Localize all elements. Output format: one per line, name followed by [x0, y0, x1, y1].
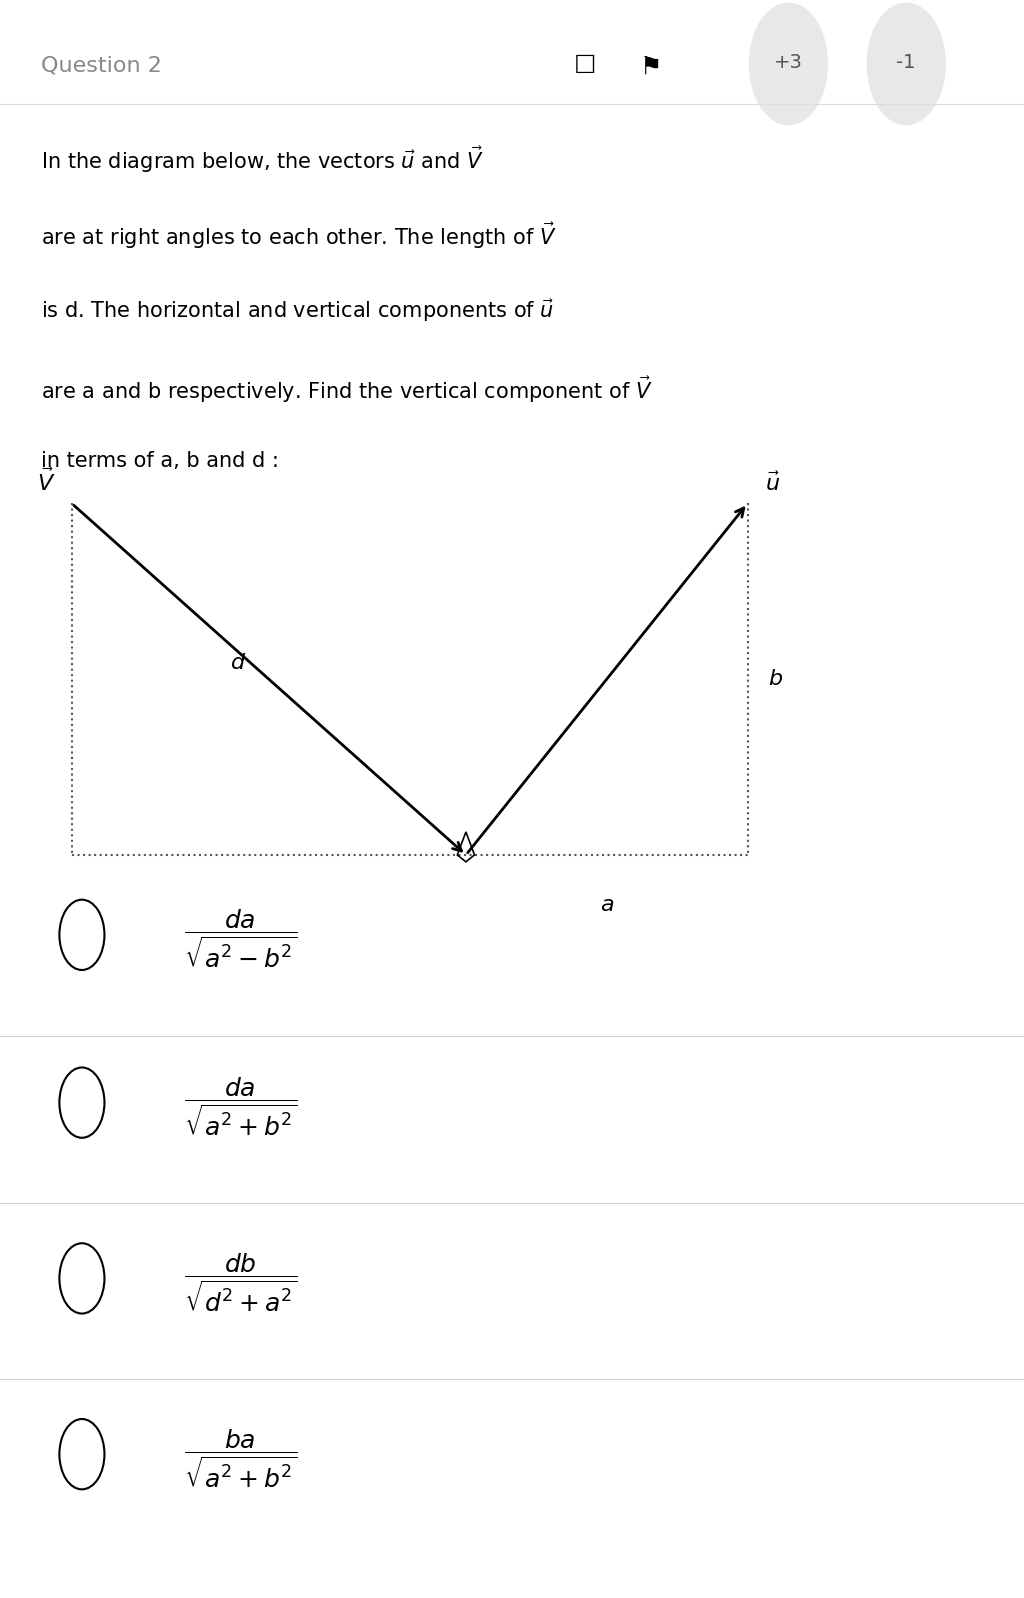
Text: $\vec{u}$: $\vec{u}$ [765, 471, 781, 495]
Text: In the diagram below, the vectors $\vec{u}$ and $\vec{V}$: In the diagram below, the vectors $\vec{… [41, 144, 484, 174]
Text: $\dfrac{db}{\sqrt{d^2 + a^2}}$: $\dfrac{db}{\sqrt{d^2 + a^2}}$ [184, 1251, 298, 1315]
Text: d: d [231, 654, 245, 673]
Text: ☐: ☐ [573, 54, 596, 78]
Text: $\vec{V}$: $\vec{V}$ [37, 468, 55, 495]
Text: ⚑: ⚑ [640, 54, 663, 78]
Text: b: b [768, 670, 782, 689]
Text: are at right angles to each other. The length of $\vec{V}$: are at right angles to each other. The l… [41, 221, 557, 251]
Text: Question 2: Question 2 [41, 56, 162, 77]
Text: in terms of a, b and d :: in terms of a, b and d : [41, 451, 279, 471]
Text: $\dfrac{da}{\sqrt{a^2 + b^2}}$: $\dfrac{da}{\sqrt{a^2 + b^2}}$ [184, 1075, 298, 1139]
Text: $\dfrac{ba}{\sqrt{a^2 + b^2}}$: $\dfrac{ba}{\sqrt{a^2 + b^2}}$ [184, 1427, 298, 1491]
Text: a: a [600, 895, 613, 916]
Text: is d. The horizontal and vertical components of $\vec{u}$: is d. The horizontal and vertical compon… [41, 297, 554, 324]
Text: +3: +3 [774, 53, 803, 72]
Text: are a and b respectively. Find the vertical component of $\vec{V}$: are a and b respectively. Find the verti… [41, 374, 652, 404]
Text: $\dfrac{da}{\sqrt{a^2 - b^2}}$: $\dfrac{da}{\sqrt{a^2 - b^2}}$ [184, 908, 298, 972]
Circle shape [867, 3, 945, 125]
Text: -1: -1 [896, 53, 916, 72]
Circle shape [750, 3, 827, 125]
